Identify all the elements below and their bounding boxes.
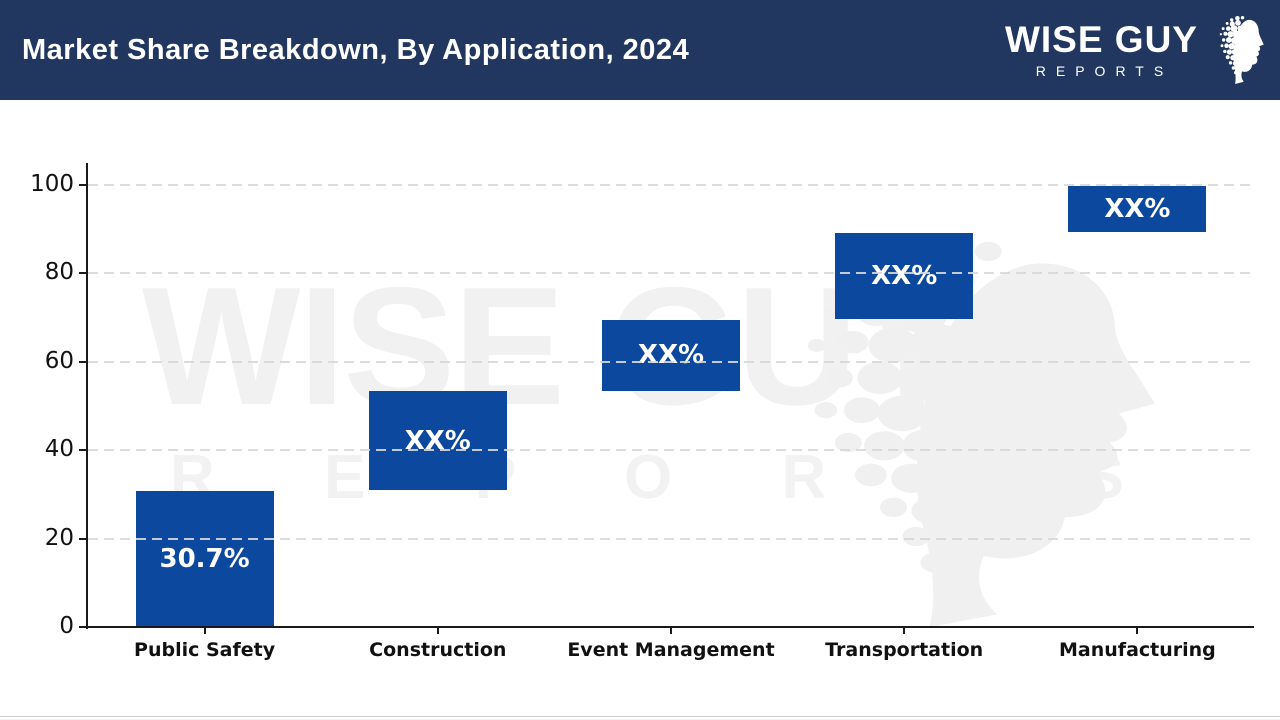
bar-segment: XX% [1068,185,1207,233]
y-axis-tick-label: 60 [44,347,74,374]
x-axis-tick-mark [203,627,206,634]
bar-value-label: 30.7% [159,544,250,575]
bar-value-label: XX% [637,340,705,371]
x-axis-tick-mark [670,627,672,634]
bottom-border [0,716,1280,717]
gridline [88,449,1254,452]
y-axis-tick-label: 20 [44,524,74,551]
x-axis-tick-mark [1136,627,1139,634]
y-axis-tick-mark [79,360,87,363]
page-title: Market Share Breakdown, By Application, … [22,33,690,66]
y-axis-tick-label: 80 [44,259,74,286]
x-axis-category-label: Construction [369,639,507,661]
x-axis-category-label: Public Safety [134,639,276,661]
brand-logo: WISE GUY REPORTS [1005,7,1266,93]
brand-head-icon [1202,7,1266,93]
x-axis-line [86,626,1254,628]
y-axis-line [86,163,88,629]
gridline [88,272,1254,275]
x-axis-category-label: Event Management [567,639,775,661]
brand-logo-text: WISE GUY REPORTS [1005,21,1198,79]
y-axis-tick-mark [79,626,87,628]
x-axis-category-label: Manufacturing [1059,639,1216,661]
bar-segment: XX% [368,391,507,490]
x-axis-tick-mark [436,627,439,634]
y-axis-tick-mark [79,184,87,186]
bar-value-label: XX% [404,425,471,456]
x-axis-category-label: Transportation [825,639,984,661]
y-axis-tick-mark [79,449,87,452]
y-axis-tick-label: 100 [30,171,74,197]
bar-value-label: XX% [871,261,938,292]
bar-value-label: XX% [1104,194,1171,225]
bar-segment: XX% [602,319,740,391]
logo-sub-text: REPORTS [1035,63,1174,79]
logo-brand-text: WISE GUY [1004,19,1198,60]
bar-segment: XX% [835,233,974,319]
bar-segment: 30.7% [135,491,274,627]
header-bar: Market Share Breakdown, By Application, … [0,0,1280,100]
y-axis-tick-mark [79,272,87,275]
x-axis-tick-mark [903,627,906,634]
y-axis-tick-label: 40 [44,436,74,463]
y-axis-tick-mark [79,537,87,540]
y-axis-tick-label: 0 [59,613,74,639]
